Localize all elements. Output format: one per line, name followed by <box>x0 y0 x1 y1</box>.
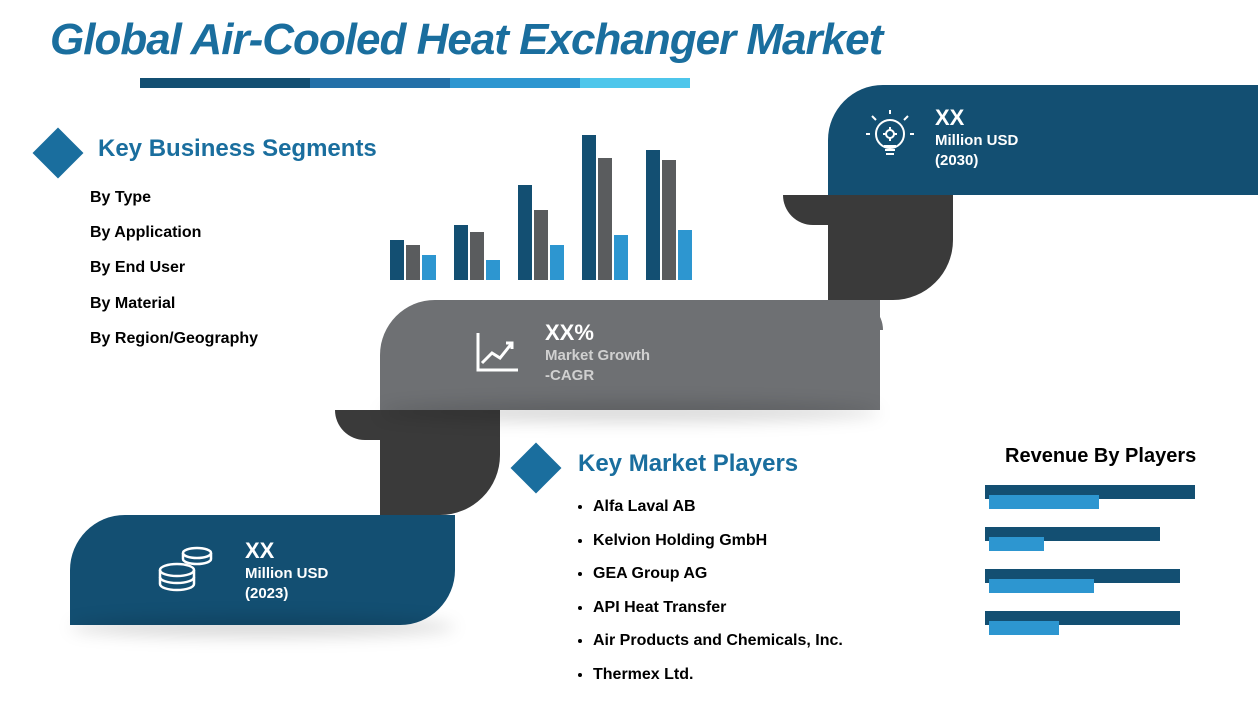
segment-item: By Region/Geography <box>90 321 258 356</box>
underline-seg <box>580 78 690 88</box>
cagr-value: XX% <box>545 320 650 346</box>
revenue-heading: Revenue By Players <box>1005 445 1196 468</box>
bar <box>598 158 612 280</box>
revenue-bar-light <box>989 495 1099 509</box>
revenue-bar-chart <box>985 485 1215 653</box>
segments-list: By Type By Application By End User By Ma… <box>90 180 258 356</box>
value-2023: XX <box>245 538 328 564</box>
underline-seg <box>140 78 310 88</box>
bar <box>390 240 404 280</box>
player-item: Alfa Laval AB <box>593 490 843 524</box>
diamond-bullet-icon <box>511 443 562 494</box>
bar <box>406 245 420 280</box>
segment-item: By Material <box>90 286 258 321</box>
revenue-row <box>985 569 1215 593</box>
bar-group <box>582 135 628 280</box>
revenue-bar-light <box>989 621 1059 635</box>
revenue-row <box>985 611 1215 635</box>
revenue-bar-light <box>989 537 1044 551</box>
year-label: (2023) <box>245 585 288 602</box>
player-item: Air Products and Chemicals, Inc. <box>593 624 843 658</box>
players-heading: Key Market Players <box>578 450 798 478</box>
bar <box>534 210 548 280</box>
value-2030: XX <box>935 105 1018 131</box>
bar <box>550 245 564 280</box>
bar <box>662 160 676 280</box>
bar <box>582 135 596 280</box>
segment-item: By Type <box>90 180 258 215</box>
player-item: Thermex Ltd. <box>593 658 843 692</box>
bar-group <box>518 185 564 280</box>
bar <box>470 232 484 280</box>
underline-seg <box>310 78 450 88</box>
bar <box>678 230 692 280</box>
coins-icon <box>155 535 220 600</box>
ribbon-bottom-text: XX Million USD (2023) <box>245 538 328 603</box>
ribbon-top-text: XX Million USD (2030) <box>935 105 1018 170</box>
player-item: API Heat Transfer <box>593 591 843 625</box>
year-label: (2030) <box>935 152 978 169</box>
players-list: Alfa Laval AB Kelvion Holding GmbH GEA G… <box>575 490 843 692</box>
ribbon-mid-text: XX% Market Growth -CAGR <box>545 320 650 385</box>
diamond-bullet-icon <box>33 128 84 179</box>
segment-item: By End User <box>90 250 258 285</box>
revenue-row <box>985 485 1215 509</box>
bar <box>422 255 436 280</box>
unit-label: Million USD <box>935 132 1018 149</box>
bar <box>614 235 628 280</box>
ribbon-connector <box>380 410 500 515</box>
cagr-label: -CAGR <box>545 367 594 384</box>
growth-label: Market Growth <box>545 347 650 364</box>
segment-item: By Application <box>90 215 258 250</box>
bar-group <box>646 150 692 280</box>
title-underline <box>140 78 690 88</box>
segments-bar-chart <box>390 120 670 280</box>
ribbon-connector <box>828 195 953 300</box>
player-item: Kelvion Holding GmbH <box>593 524 843 558</box>
bar <box>454 225 468 280</box>
bar-group <box>390 240 436 280</box>
page-title: Global Air-Cooled Heat Exchanger Market <box>50 15 882 65</box>
revenue-row <box>985 527 1215 551</box>
player-item: GEA Group AG <box>593 557 843 591</box>
revenue-bar-light <box>989 579 1094 593</box>
bar <box>518 185 532 280</box>
bar <box>486 260 500 280</box>
lightbulb-icon <box>860 108 920 173</box>
unit-label: Million USD <box>245 565 328 582</box>
segments-heading: Key Business Segments <box>98 135 377 163</box>
underline-seg <box>450 78 580 88</box>
bar <box>646 150 660 280</box>
growth-chart-icon <box>470 325 525 385</box>
bar-group <box>454 225 500 280</box>
